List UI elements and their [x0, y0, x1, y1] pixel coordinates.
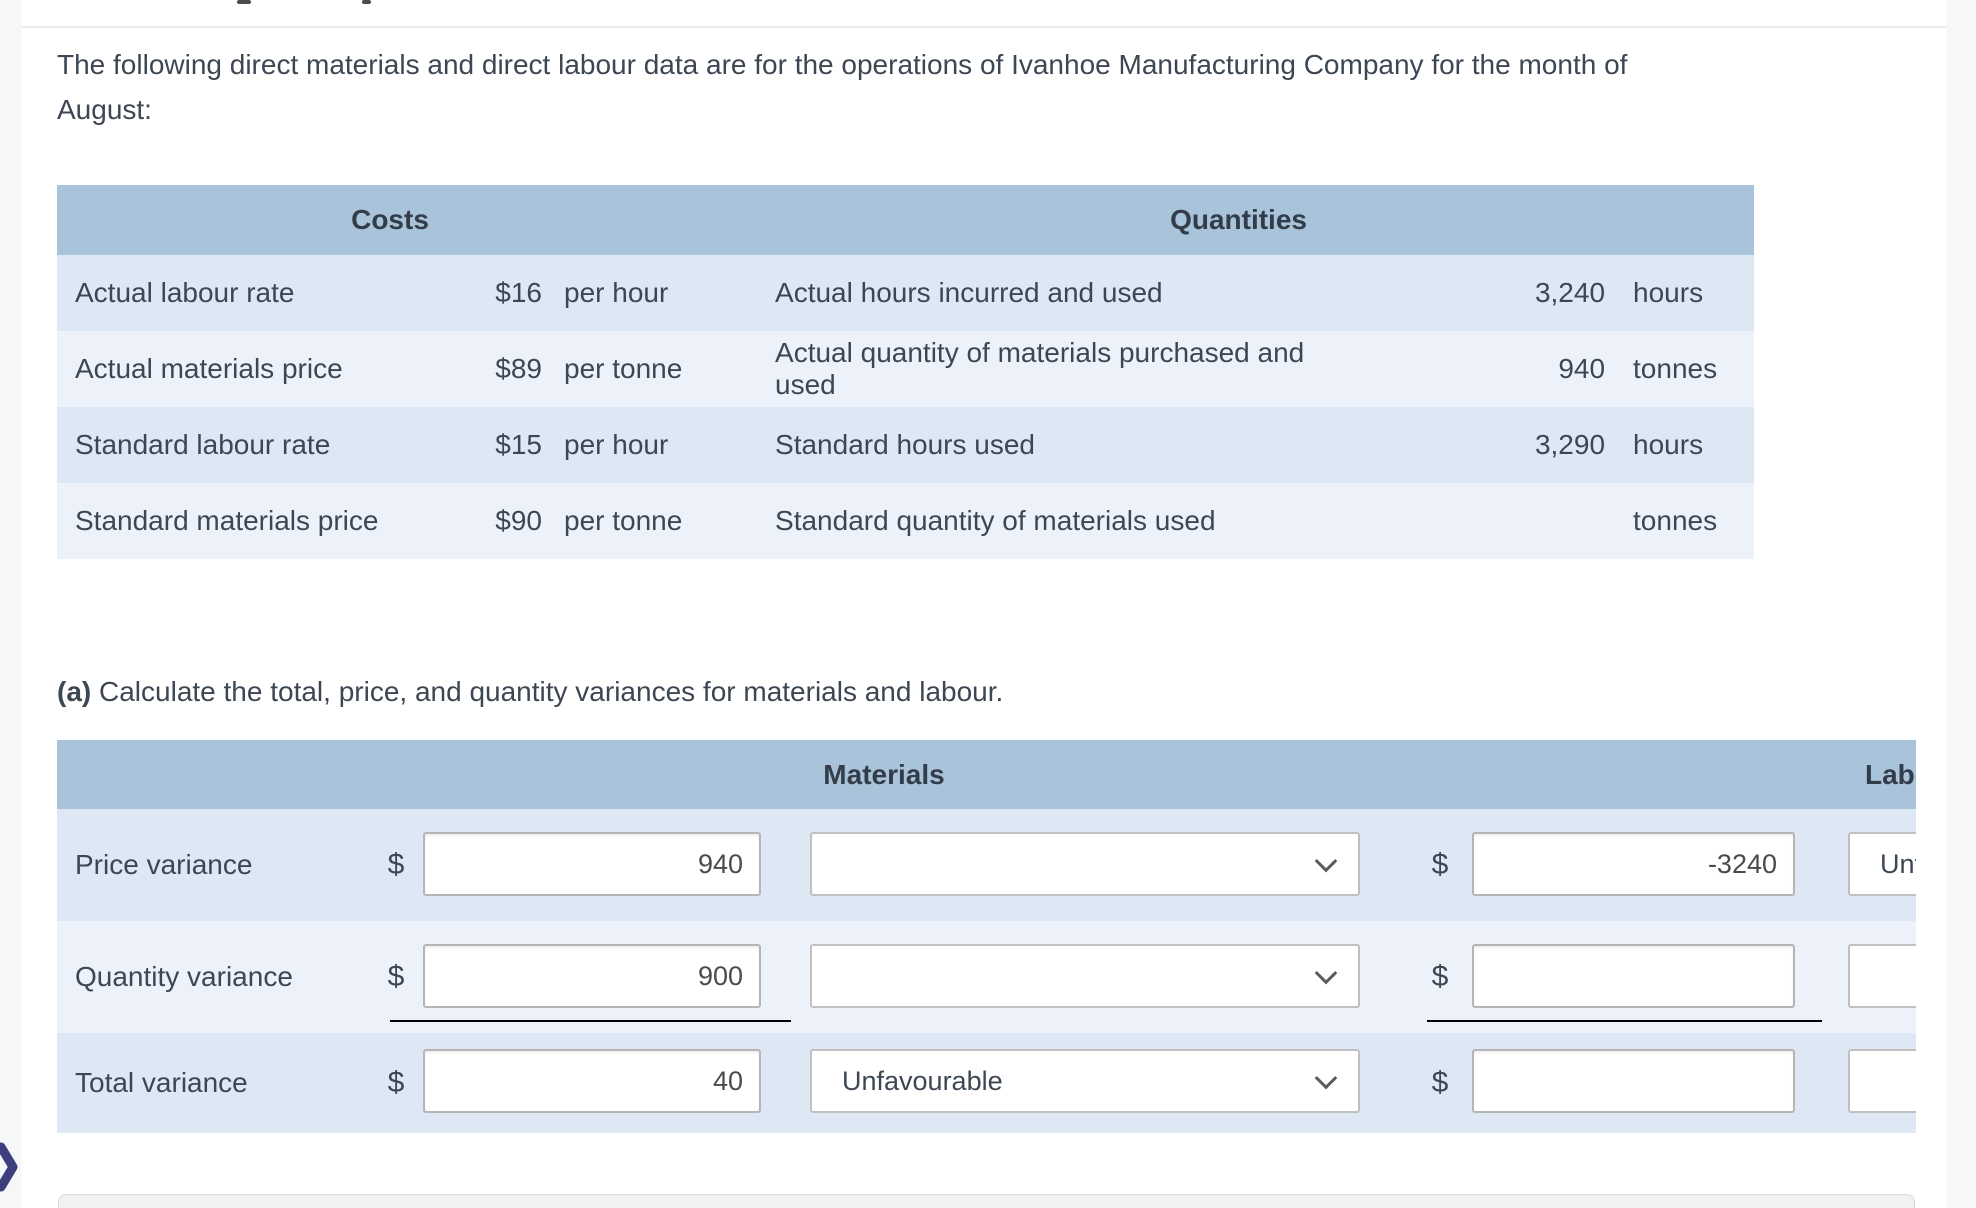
- quantity-value: 3,290: [1323, 407, 1606, 483]
- chevron-down-icon: [1314, 961, 1338, 985]
- clipped-text-fragment: [362, 0, 371, 4]
- cost-unit: per hour: [542, 255, 724, 331]
- dollar-sign: $: [1431, 960, 1449, 993]
- dollar-sign: $: [387, 1066, 405, 1099]
- quantity-unit: hours: [1605, 407, 1755, 483]
- cost-unit: per hour: [542, 407, 724, 483]
- widget-logo-icon: [0, 1142, 18, 1192]
- dollar-sign: $: [1431, 848, 1449, 881]
- costs-header: Costs: [57, 185, 724, 255]
- cost-label: Standard materials price: [57, 483, 397, 559]
- chevron-down-icon: [1314, 1066, 1338, 1090]
- cost-unit: per tonne: [542, 483, 724, 559]
- quantity-label: Actual hours incurred and used: [723, 255, 1324, 331]
- table-row: Actual labour rate $16 per hour Actual h…: [57, 255, 1755, 331]
- problem-statement: The following direct materials and direc…: [57, 42, 1627, 132]
- materials-quantity-effect-select[interactable]: [810, 944, 1360, 1008]
- table-row: Actual materials price $89 per tonne Act…: [57, 331, 1755, 407]
- labour-quantity-variance-input[interactable]: [1472, 944, 1795, 1008]
- table-row: Standard materials price $90 per tonne S…: [57, 483, 1755, 559]
- cost-label: Actual labour rate: [57, 255, 397, 331]
- cost-value: $89: [397, 331, 542, 407]
- quantity-variance-row: Quantity variance $ $: [57, 921, 1916, 1033]
- cost-value: $15: [397, 407, 542, 483]
- labour-sum-underline: [1427, 1020, 1822, 1022]
- part-a-instruction: (a) Calculate the total, price, and quan…: [57, 676, 1003, 708]
- dollar-sign: $: [387, 848, 405, 881]
- select-value: Unfavourable: [842, 1066, 1003, 1096]
- quantity-value: 3,240: [1323, 255, 1606, 331]
- materials-quantity-variance-input[interactable]: [423, 944, 761, 1008]
- materials-header: Materials: [823, 759, 945, 790]
- labour-header: Labour: [1865, 759, 1916, 790]
- row-label: Total variance: [75, 1067, 248, 1098]
- top-divider: [22, 26, 1946, 28]
- row-label: Price variance: [75, 849, 253, 880]
- problem-statement-line2: August:: [57, 94, 152, 125]
- labour-price-variance-input[interactable]: [1472, 832, 1795, 896]
- answer-table-scroll-region[interactable]: Materials Labour Price variance $ $ Unfa…: [57, 740, 1916, 1133]
- cost-label: Standard labour rate: [57, 407, 397, 483]
- quantities-header: Quantities: [723, 185, 1755, 255]
- cost-quantity-table: Costs Quantities Actual labour rate $16 …: [57, 185, 1755, 559]
- part-a-label: (a): [57, 676, 92, 707]
- materials-sum-underline: [390, 1020, 791, 1022]
- materials-price-effect-select[interactable]: [810, 832, 1360, 896]
- accordion-header-bar[interactable]: [58, 1194, 1915, 1208]
- quantity-label: Standard hours used: [723, 407, 1324, 483]
- price-variance-row: Price variance $ $ Unfavourable: [57, 809, 1916, 921]
- clipped-text-fragment: [237, 0, 251, 4]
- labour-total-effect-select[interactable]: [1848, 1049, 1916, 1113]
- quantity-value: 940: [1323, 331, 1606, 407]
- materials-total-variance-input[interactable]: [423, 1049, 761, 1113]
- labour-total-variance-input[interactable]: [1472, 1049, 1795, 1113]
- materials-price-variance-input[interactable]: [423, 832, 761, 896]
- select-value: Unfavourable: [1880, 849, 1916, 879]
- answer-table-header: Materials Labour: [57, 740, 1916, 809]
- labour-quantity-effect-select[interactable]: [1848, 944, 1916, 1008]
- materials-total-effect-select[interactable]: Unfavourable: [810, 1049, 1360, 1113]
- cost-unit: per tonne: [542, 331, 724, 407]
- chevron-down-icon: [1314, 849, 1338, 873]
- cost-value: $16: [397, 255, 542, 331]
- quantity-unit: tonnes: [1605, 483, 1755, 559]
- table-row: Standard labour rate $15 per hour Standa…: [57, 407, 1755, 483]
- cost-value: $90: [397, 483, 542, 559]
- quantity-unit: hours: [1605, 255, 1755, 331]
- dollar-sign: $: [1431, 1066, 1449, 1099]
- total-variance-row: Total variance $ Unfavourable $: [57, 1033, 1916, 1133]
- quantity-label: Standard quantity of materials used: [723, 483, 1324, 559]
- labour-price-effect-select[interactable]: Unfavourable: [1848, 832, 1916, 896]
- dollar-sign: $: [387, 960, 405, 993]
- row-label: Quantity variance: [75, 961, 293, 992]
- quantity-label: Actual quantity of materials purchased a…: [723, 331, 1324, 407]
- quantity-value: [1323, 483, 1606, 559]
- cost-label: Actual materials price: [57, 331, 397, 407]
- problem-statement-line1: The following direct materials and direc…: [57, 49, 1628, 80]
- part-a-text: Calculate the total, price, and quantity…: [99, 676, 1004, 707]
- quantity-unit: tonnes: [1605, 331, 1755, 407]
